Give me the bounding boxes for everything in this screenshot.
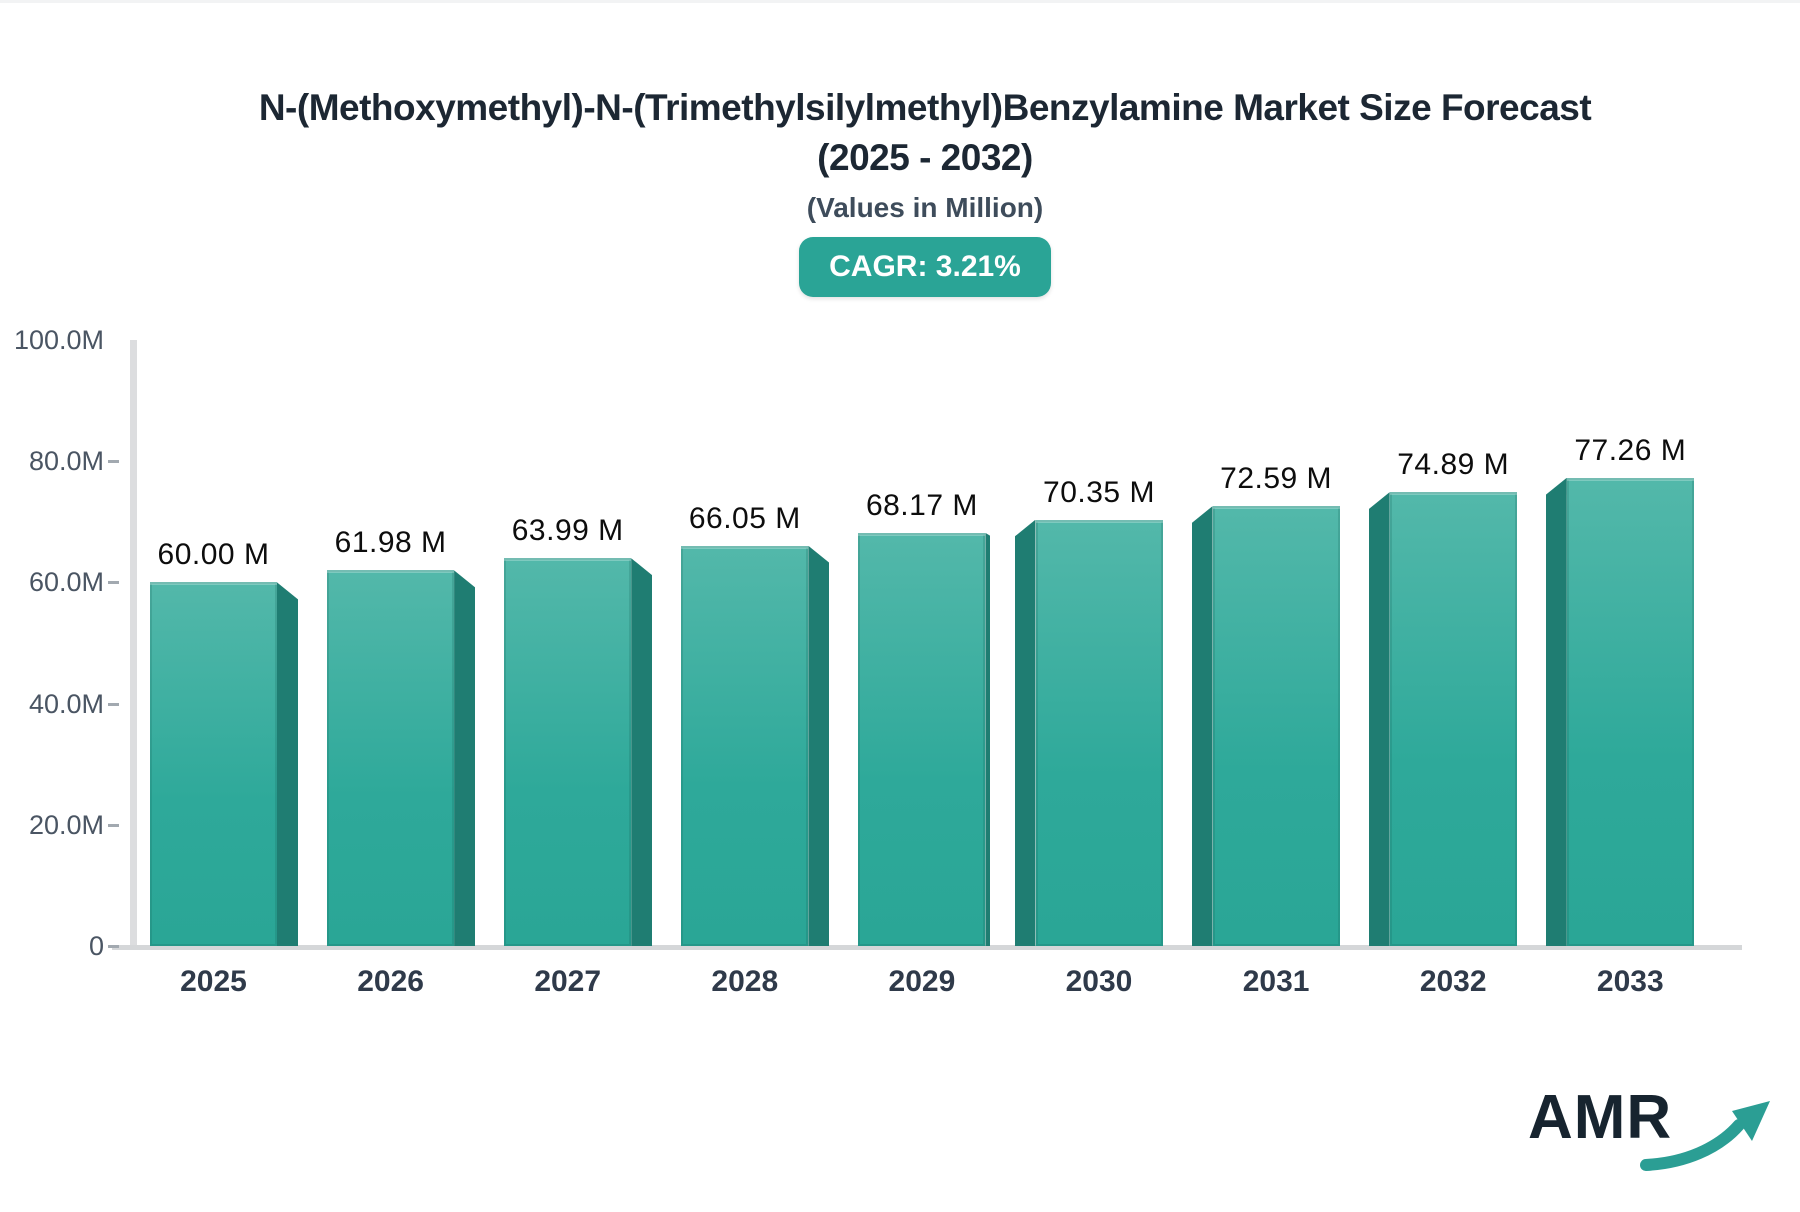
x-tick-label-2033: 2033 [1596, 965, 1664, 998]
y-tick-mark [108, 702, 119, 706]
bar-side-2028 [808, 545, 830, 946]
bar-2031[interactable] [1212, 506, 1340, 946]
y-tick-label-80.0M: 80.0M [28, 446, 104, 477]
amr-logo: AMR [1528, 1085, 1782, 1171]
x-tick-label-2025: 2025 [180, 965, 247, 998]
bar-2027[interactable] [504, 558, 632, 946]
bar-2026[interactable] [327, 570, 455, 946]
bar-value-label-2032: 74.89 M [1397, 448, 1510, 482]
bar-side-2027 [631, 558, 653, 946]
chart-subtitle: (Values in Million) [806, 192, 1044, 223]
bar-value-label-2031: 72.59 M [1220, 462, 1333, 496]
amr-logo-text: AMR [1528, 1083, 1673, 1152]
x-tick-label-2030: 2030 [1065, 965, 1133, 998]
y-tick-label-100.0M: 100.0M [13, 325, 104, 355]
y-tick-mark [108, 945, 119, 948]
plot-area: 100.0M 80.0M 60.0M 40.0M 20.0M 0 60.00 M 2025 6… [0, 3, 1800, 1212]
chart-title-line2: (2025 - 2032) [817, 137, 1033, 178]
bar-side-2031 [1191, 506, 1213, 946]
x-tick-label-2028: 2028 [711, 965, 779, 998]
bar-value-label-2030: 70.35 M [1043, 475, 1155, 509]
bar-value-label-2027: 63.99 M [511, 514, 624, 548]
bar-value-label-2026: 61.98 M [334, 526, 447, 560]
bar-side-2026 [454, 570, 476, 946]
cagr-badge: CAGR: 3.21% [799, 237, 1051, 297]
y-tick-label-0: 0 [88, 931, 104, 961]
x-tick-label-2032: 2032 [1419, 965, 1487, 998]
bar-side-2030 [1014, 519, 1036, 946]
x-tick-label-2026: 2026 [357, 965, 424, 998]
y-tick-mark [108, 460, 119, 464]
bar-side-2033 [1545, 477, 1567, 946]
bar-side-2029 [985, 532, 991, 946]
x-tick-label-2027: 2027 [534, 965, 602, 998]
bar-side-2032 [1368, 492, 1390, 946]
bar-2033[interactable] [1566, 477, 1694, 946]
y-tick-mark [108, 581, 119, 585]
bar-2025[interactable] [150, 582, 277, 946]
x-tick-label-2031: 2031 [1242, 965, 1310, 998]
x-axis-line [112, 945, 1742, 950]
bar-value-label-2029: 68.17 M [865, 488, 978, 522]
y-tick-label-20.0M: 20.0M [28, 809, 104, 840]
chart-header: N-(Methoxymethyl)-N-(Trimethylsilylmethy… [125, 83, 1725, 297]
bar-value-label-2025: 60.00 M [157, 538, 270, 572]
bar-2029[interactable] [858, 532, 986, 946]
bar-side-2025 [277, 582, 298, 946]
bar-2032[interactable] [1389, 492, 1517, 946]
y-tick-mark [108, 823, 119, 827]
bar-value-label-2033: 77.26 M [1574, 433, 1687, 467]
bar-2030[interactable] [1035, 519, 1163, 946]
y-axis-line [130, 340, 137, 950]
chart-title-line1: N-(Methoxymethyl)-N-(Trimethylsilylmethy… [258, 87, 1592, 128]
bar-value-label-2028: 66.05 M [688, 501, 801, 535]
x-tick-label-2029: 2029 [888, 965, 956, 998]
y-tick-label-60.0M: 60.0M [28, 567, 104, 598]
bar-2028[interactable] [681, 545, 809, 946]
growth-arrow-icon [1640, 1101, 1771, 1171]
y-tick-label-40.0M: 40.0M [28, 688, 104, 719]
